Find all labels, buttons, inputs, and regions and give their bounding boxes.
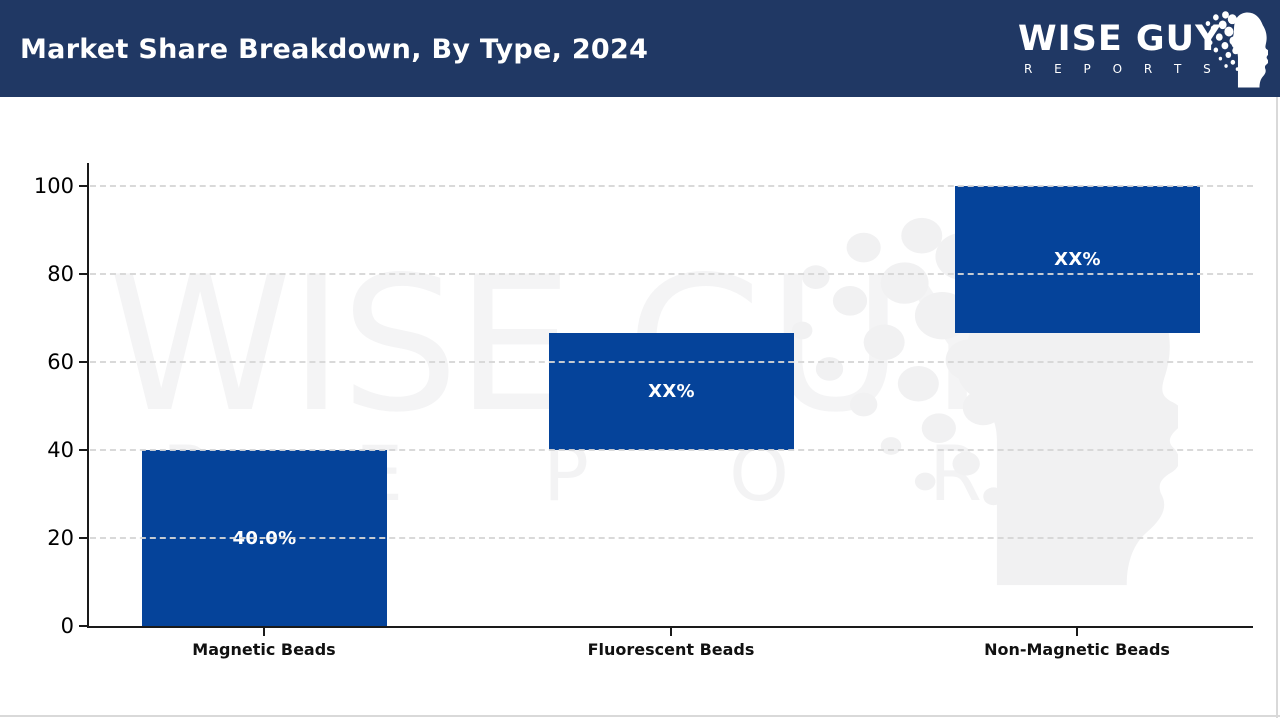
y-tick-label: 100 bbox=[33, 174, 74, 198]
bar-value-label: XX% bbox=[1054, 249, 1101, 270]
bar-fluorescent-beads: XX% bbox=[549, 333, 794, 450]
right-border-line bbox=[1276, 97, 1278, 718]
y-tick-label: 20 bbox=[47, 526, 74, 550]
x-axis-line bbox=[87, 626, 1253, 628]
x-tick bbox=[670, 628, 672, 636]
page-title: Market Share Breakdown, By Type, 2024 bbox=[20, 34, 649, 65]
y-tick bbox=[79, 449, 87, 451]
bar-value-label: XX% bbox=[648, 381, 695, 402]
gridline-60 bbox=[90, 361, 1253, 363]
gridline-100 bbox=[90, 185, 1253, 187]
y-tick-label: 60 bbox=[47, 350, 74, 374]
y-tick bbox=[79, 537, 87, 539]
logo-dot-face-icon bbox=[1203, 11, 1268, 88]
y-tick-label: 40 bbox=[47, 438, 74, 462]
y-tick bbox=[79, 273, 87, 275]
x-tick bbox=[1076, 628, 1078, 636]
y-tick bbox=[79, 361, 87, 363]
x-tick bbox=[263, 628, 265, 636]
wise-guy-reports-logo: WISE GUY R E P O R T S bbox=[1018, 8, 1268, 92]
logo-text: WISE GUY R E P O R T S bbox=[1018, 19, 1222, 77]
logo-wordmark: WISE GUY bbox=[1018, 19, 1222, 59]
header-bar: Market Share Breakdown, By Type, 2024 WI… bbox=[0, 0, 1280, 97]
y-tick bbox=[79, 185, 87, 187]
x-category-label: Non-Magnetic Beads bbox=[984, 640, 1170, 659]
y-tick-label: 80 bbox=[47, 262, 74, 286]
y-tick bbox=[79, 625, 87, 627]
x-category-label: Magnetic Beads bbox=[192, 640, 336, 659]
gridline-80 bbox=[90, 273, 1253, 275]
gridline-40 bbox=[90, 449, 1253, 451]
y-axis-line bbox=[87, 163, 89, 628]
x-category-label: Fluorescent Beads bbox=[587, 640, 755, 659]
logo-subtitle: R E P O R T S bbox=[1024, 62, 1220, 76]
gridline-20 bbox=[90, 537, 1253, 539]
bar-non-magnetic-beads: XX% bbox=[955, 186, 1200, 333]
bottom-border-line bbox=[0, 715, 1280, 717]
y-tick-label: 0 bbox=[60, 614, 74, 638]
